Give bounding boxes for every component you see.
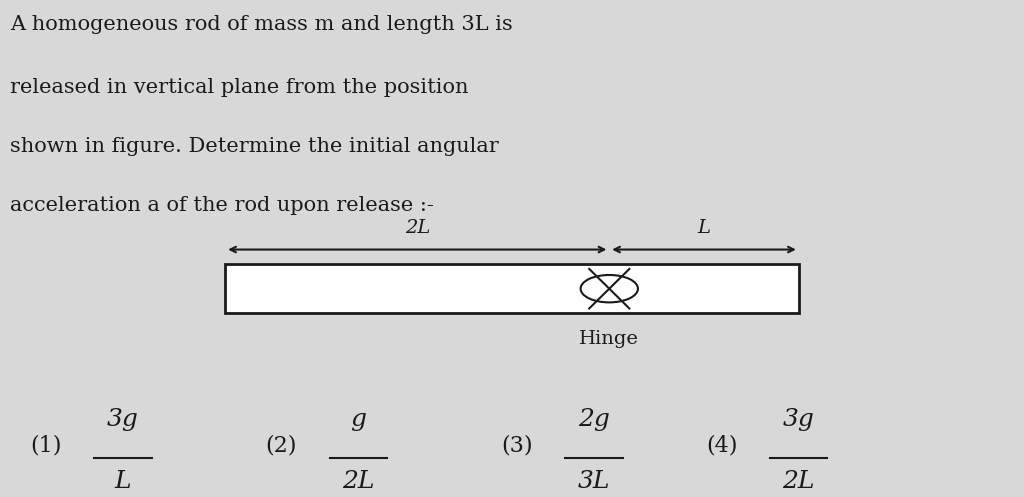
Text: (1): (1) [30, 434, 61, 456]
Text: Hinge: Hinge [580, 331, 639, 348]
Text: (4): (4) [706, 434, 737, 456]
Text: shown in figure. Determine the initial angular: shown in figure. Determine the initial a… [10, 137, 499, 156]
Circle shape [581, 275, 638, 302]
Text: 2L: 2L [404, 219, 430, 237]
Text: L: L [115, 470, 131, 493]
Text: released in vertical plane from the position: released in vertical plane from the posi… [10, 79, 469, 97]
Text: (3): (3) [501, 434, 532, 456]
Text: 3g: 3g [782, 408, 815, 430]
Text: A homogeneous rod of mass m and length 3L is: A homogeneous rod of mass m and length 3… [10, 15, 513, 34]
FancyBboxPatch shape [225, 264, 799, 313]
Text: acceleration a of the rod upon release :-: acceleration a of the rod upon release :… [10, 196, 434, 215]
Text: 3g: 3g [106, 408, 139, 430]
Text: 2L: 2L [782, 470, 815, 493]
Text: 2g: 2g [578, 408, 610, 430]
Text: 3L: 3L [578, 470, 610, 493]
Text: (2): (2) [265, 434, 297, 456]
Text: L: L [697, 219, 711, 237]
Text: 2L: 2L [342, 470, 375, 493]
Text: g: g [350, 408, 367, 430]
